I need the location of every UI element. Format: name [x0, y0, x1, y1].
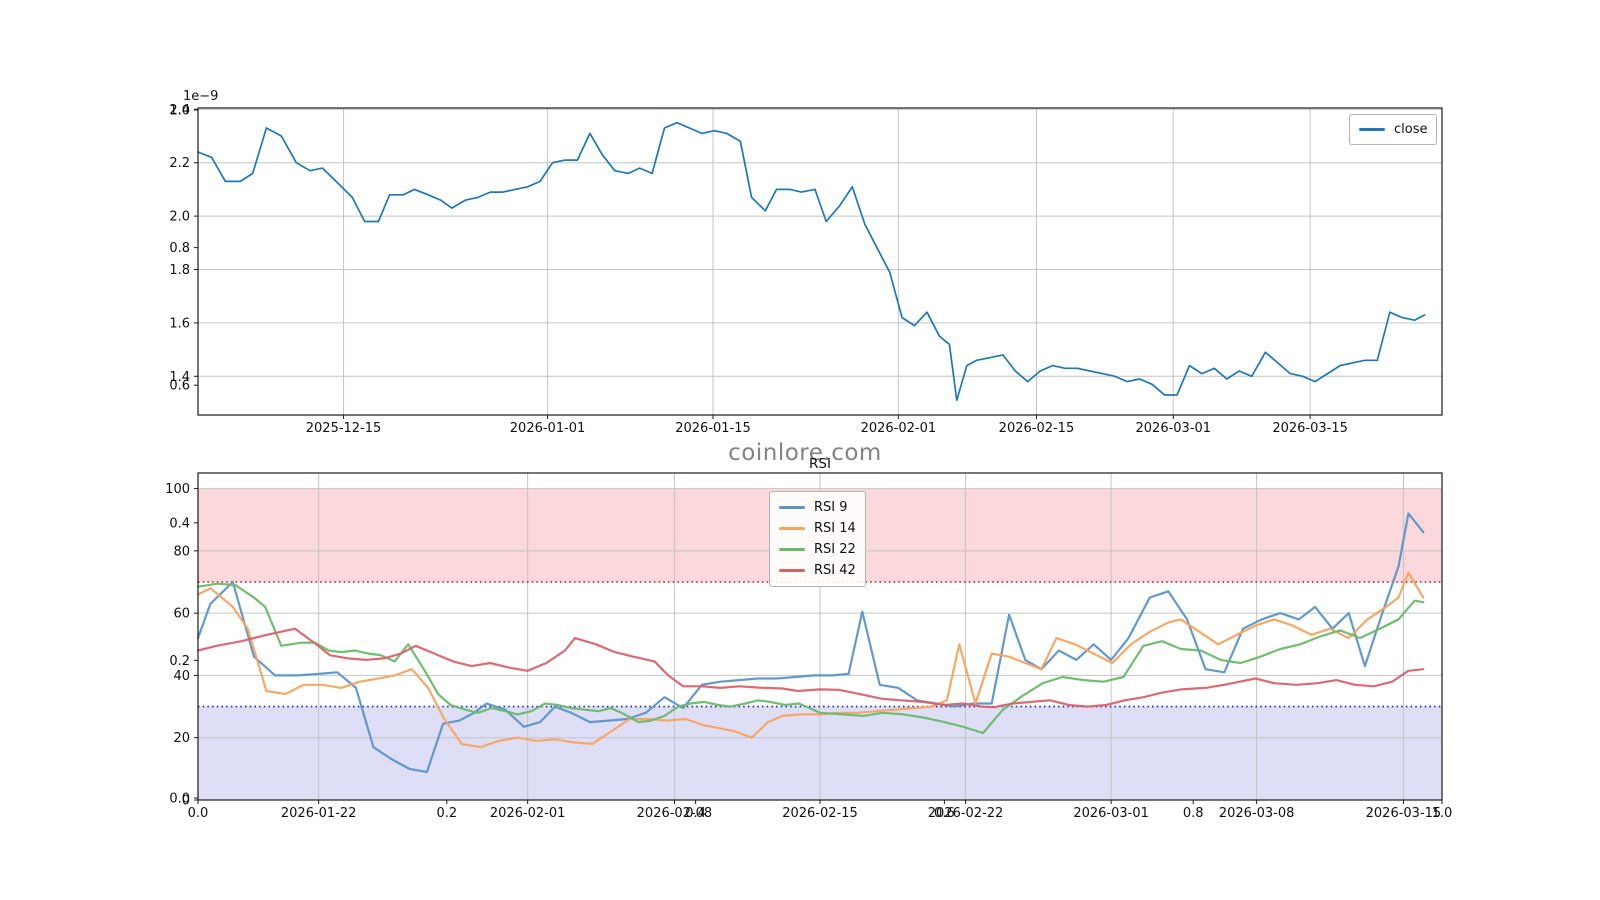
x-tick-label: 2026-03-08 — [1219, 806, 1295, 821]
x-tick-label: 2026-02-01 — [861, 421, 937, 436]
legend-entry-rsi-14: RSI 14 — [779, 518, 856, 539]
overlay-x-tick-label: 1.0 — [1432, 806, 1453, 821]
x-tick-label: 2026-03-01 — [1136, 421, 1212, 436]
x-tick-label: 2026-02-08 — [637, 806, 713, 821]
y-tick-label: 0 — [182, 794, 190, 809]
legend-line-sample — [779, 548, 805, 551]
plot-frame — [197, 107, 1443, 416]
rsi-42-line — [196, 627, 1425, 709]
legend-line-sample — [779, 527, 805, 530]
x-tick-label: 2026-01-01 — [510, 421, 586, 436]
x-tick-label: 2026-02-01 — [490, 806, 566, 821]
y-tick-label: 80 — [173, 544, 190, 559]
overlay-y-tick-label: 1.0 — [169, 104, 190, 119]
legend-line-sample — [1359, 128, 1385, 131]
overlay-x-tick-label: 0.6 — [934, 806, 955, 821]
overlay-y-tick-label: 0.8 — [169, 241, 190, 256]
legend-rsi: RSI 9 RSI 14 RSI 22 RSI 42 — [769, 491, 866, 587]
overlay-x-tick-label: 0.2 — [436, 806, 457, 821]
legend-line-sample — [779, 506, 805, 509]
watermark: coinlore.com — [728, 440, 882, 466]
overlay-y-tick-label: 0.0 — [169, 792, 190, 807]
y-tick-label: 60 — [173, 607, 190, 622]
overlay-y-tick-label: 0.6 — [169, 379, 190, 394]
overlay-y-tick-label: 0.4 — [169, 516, 190, 531]
legend-entry-rsi-42: RSI 42 — [779, 560, 856, 581]
rsi-9-line — [196, 512, 1425, 774]
legend-label: RSI 42 — [814, 563, 856, 578]
legend-entry-close: close — [1359, 119, 1427, 140]
y-tick-label: 1.4 — [169, 370, 190, 385]
y-tick-label: 2.4 — [169, 103, 190, 118]
overlay-x-tick-label: 0.8 — [1183, 806, 1204, 821]
legend-label: RSI 9 — [814, 500, 848, 515]
overlay-x-tick-label: 0.0 — [188, 806, 209, 821]
legend-entry-rsi-9: RSI 9 — [779, 497, 856, 518]
x-tick-label: 2026-03-15 — [1272, 421, 1348, 436]
x-tick-label: 2026-02-22 — [928, 806, 1004, 821]
overlay-x-tick-label: 0.4 — [685, 806, 706, 821]
legend-line-sample — [779, 569, 805, 572]
x-tick-label: 2025-12-15 — [306, 421, 382, 436]
x-tick-label: 2026-03-01 — [1073, 806, 1149, 821]
y-tick-label: 100 — [165, 482, 190, 497]
x-tick-label: 2026-03-15 — [1366, 806, 1442, 821]
y-tick-label: 20 — [173, 731, 190, 746]
legend-label: close — [1394, 122, 1428, 137]
close-line — [197, 121, 1426, 402]
y-tick-label: 40 — [173, 669, 190, 684]
y-tick-label: 2.2 — [169, 156, 190, 171]
x-tick-label: 2026-02-15 — [999, 421, 1075, 436]
x-tick-label: 2026-01-15 — [675, 421, 751, 436]
legend-close: close — [1349, 114, 1438, 145]
legend-label: RSI 14 — [814, 521, 856, 536]
y-tick-label: 1.8 — [169, 263, 190, 278]
rsi-14-line — [196, 571, 1425, 749]
y-tick-label: 1.6 — [169, 316, 190, 331]
y-axis-offset-label: 1e−9 — [183, 89, 219, 104]
rsi-chart-title: RSI — [809, 456, 831, 472]
legend-label: RSI 22 — [814, 542, 856, 557]
x-tick-label: 2026-01-22 — [281, 806, 357, 821]
legend-entry-rsi-22: RSI 22 — [779, 539, 856, 560]
overlay-y-tick-label: 0.2 — [169, 654, 190, 669]
x-tick-label: 2026-02-15 — [782, 806, 858, 821]
y-tick-label: 2.0 — [169, 210, 190, 225]
